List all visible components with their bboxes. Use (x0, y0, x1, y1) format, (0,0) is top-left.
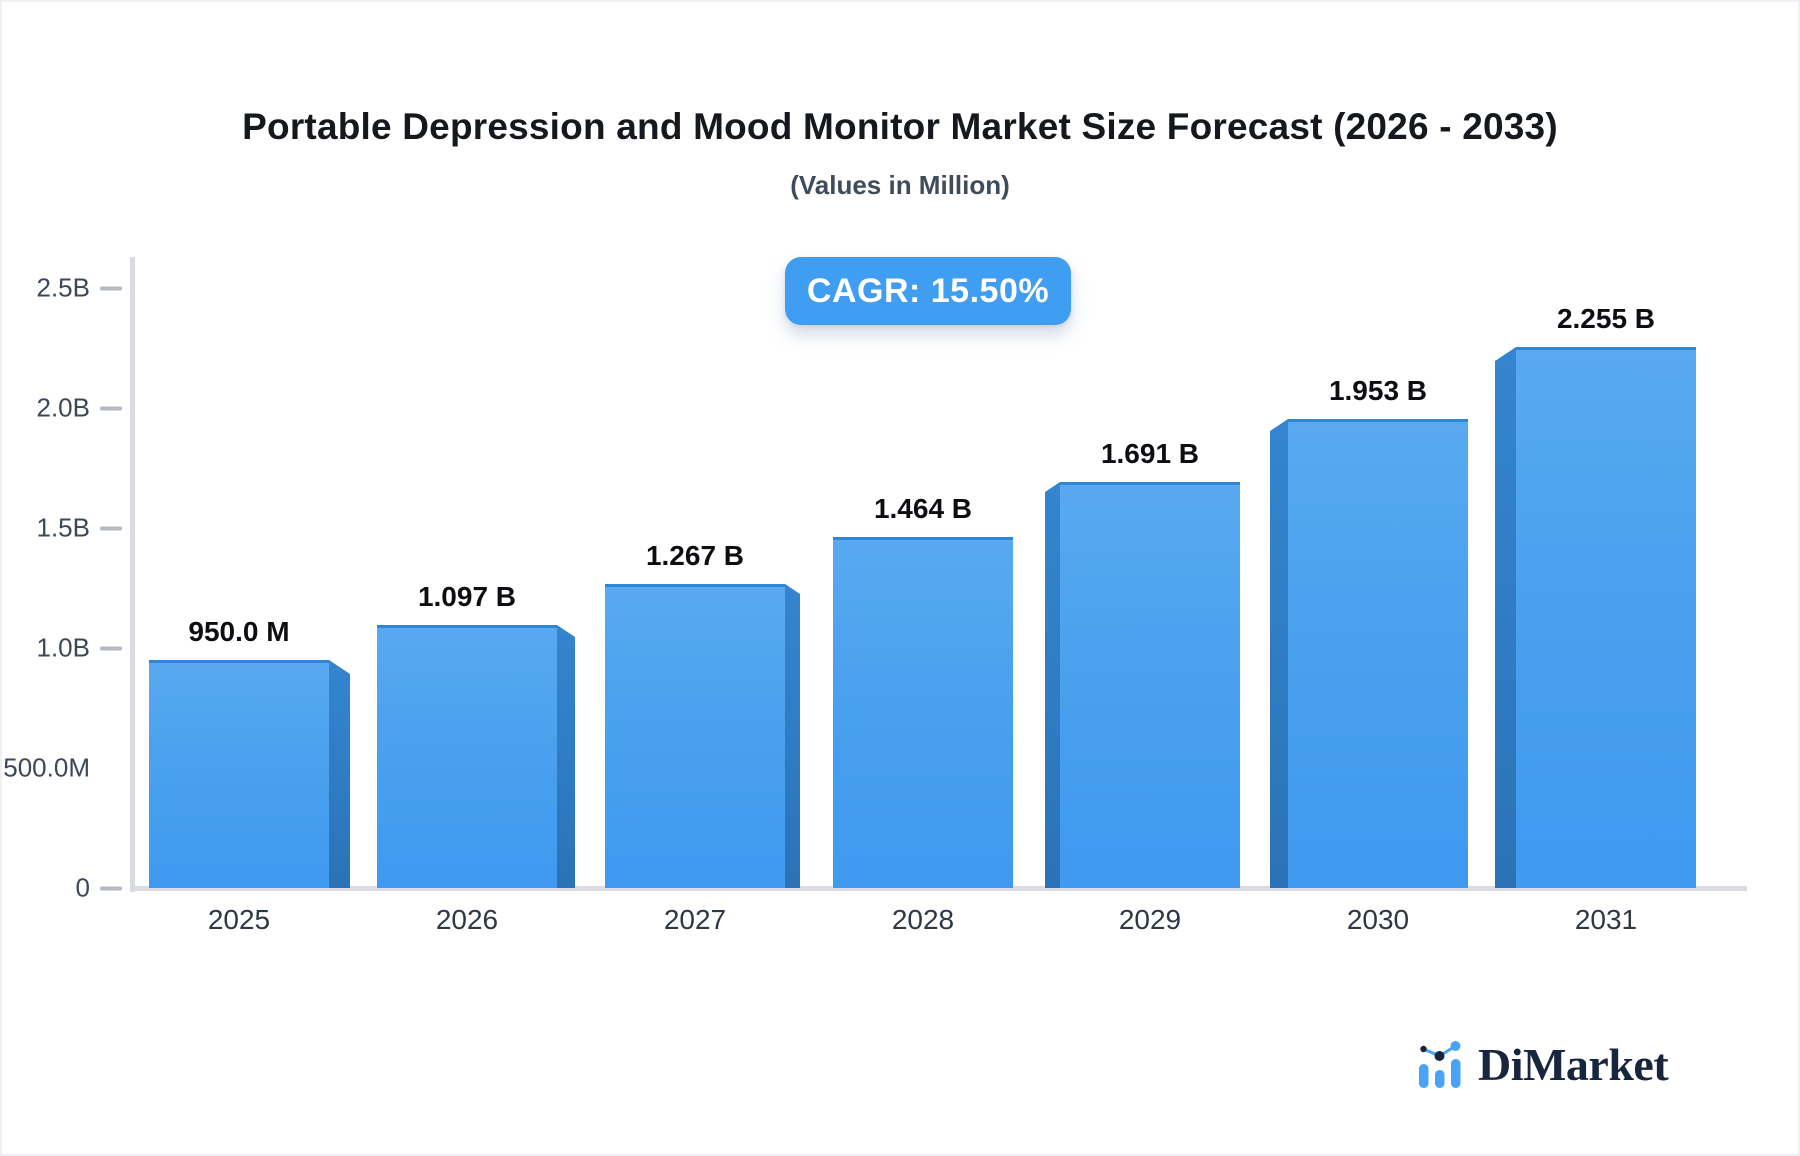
y-tick-row: 1.5B (2, 513, 122, 544)
chart-subtitle: (Values in Million) (790, 170, 1010, 200)
y-tick-label: 1.0B (36, 632, 91, 663)
y-tick-mark (100, 286, 122, 290)
x-tick-label: 2028 (891, 904, 955, 935)
cagr-badge-label: CAGR: 15.50% (806, 271, 1050, 310)
bar-3d-side (557, 625, 575, 888)
y-axis-line (130, 257, 135, 892)
bar (1516, 347, 1696, 888)
bar-value-label: 1.691 B (1100, 438, 1200, 469)
bar-value-label: 1.097 B (417, 581, 517, 612)
y-tick-label: 2.5B (36, 272, 91, 303)
bar-3d-side (785, 584, 800, 888)
x-tick-label: 2029 (1118, 904, 1182, 935)
y-tick-label: 500.0M (3, 752, 90, 783)
bar-chart-logo-icon (1419, 1041, 1461, 1088)
y-tick-mark (100, 886, 122, 890)
bar-3d-side (1045, 482, 1060, 888)
x-tick-label: 2030 (1346, 904, 1410, 935)
bar-value-label: 950.0 M (188, 616, 290, 647)
y-tick-row: 500.0M (2, 753, 122, 784)
y-tick-label: 0 (75, 872, 90, 903)
bar (605, 584, 785, 888)
bar-value-label: 1.267 B (645, 540, 745, 571)
y-tick-mark (100, 646, 122, 650)
bar-3d-side (329, 660, 350, 888)
x-tick-label: 2026 (435, 904, 499, 935)
bar-3d-side (1495, 347, 1516, 888)
bar-value-label: 1.464 B (873, 493, 973, 524)
bar (149, 660, 329, 888)
y-tick-label: 2.0B (36, 392, 91, 423)
x-axis-baseline (130, 886, 1747, 891)
bar (377, 625, 557, 888)
chart-title: Portable Depression and Mood Monitor Mar… (242, 106, 1558, 147)
bar (833, 537, 1013, 888)
x-tick-label: 2031 (1574, 904, 1638, 935)
y-tick-mark (100, 526, 122, 530)
y-tick-row: 2.0B (2, 393, 122, 424)
bar-value-label: 2.255 B (1556, 303, 1656, 334)
bar (1060, 482, 1240, 888)
y-tick-row: 2.5B (2, 273, 122, 304)
brand-logo: DiMarket (1414, 1039, 1669, 1090)
y-tick-mark (100, 406, 122, 410)
x-tick-label: 2027 (663, 904, 727, 935)
brand-name: DiMarket (1478, 1039, 1669, 1090)
y-tick-row: 0 (2, 873, 122, 904)
cagr-badge: CAGR: 15.50% (785, 257, 1071, 325)
bar (1288, 419, 1468, 888)
y-tick-label: 1.5B (36, 512, 91, 543)
bar-value-label: 1.953 B (1328, 375, 1428, 406)
x-tick-label: 2025 (207, 904, 271, 935)
bar-3d-side (1270, 419, 1288, 888)
y-tick-row: 1.0B (2, 633, 122, 664)
